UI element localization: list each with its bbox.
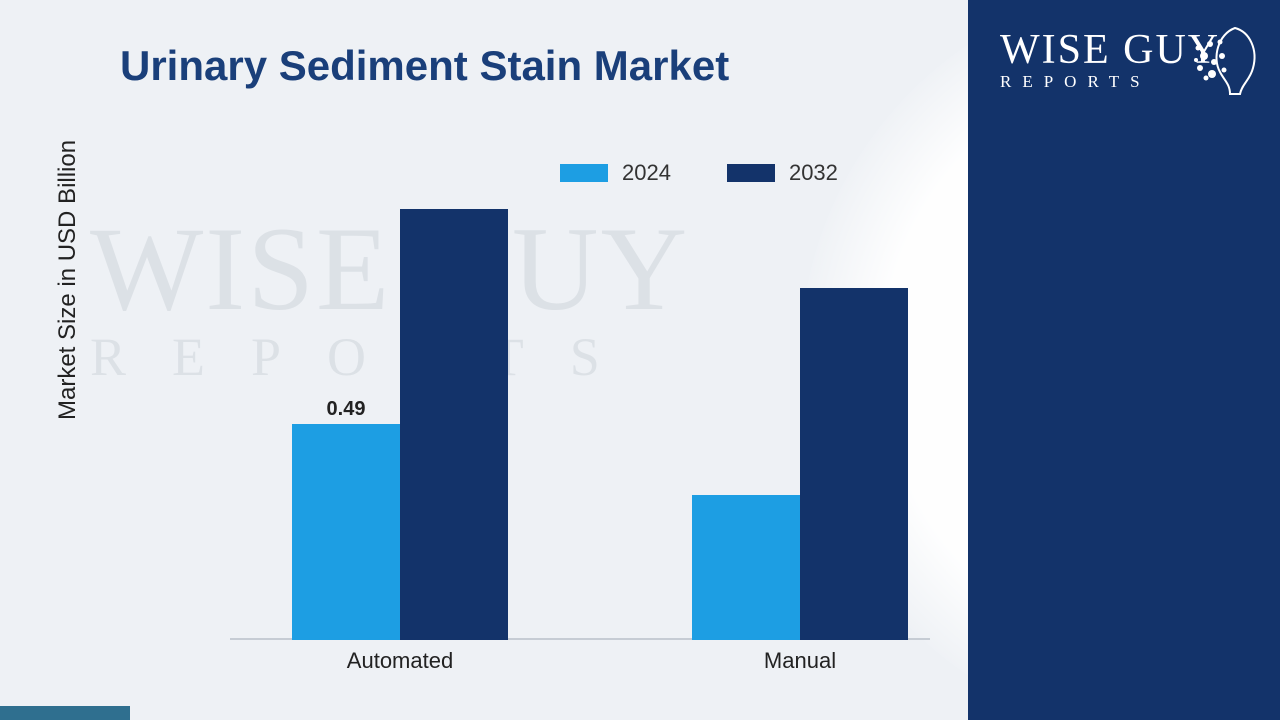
bar-2032: [400, 209, 508, 640]
legend: 2024 2032: [560, 160, 838, 186]
bar-2032: [800, 288, 908, 640]
y-axis-label: Market Size in USD Billion: [54, 140, 82, 420]
brand-line1: WISE GUY: [1000, 27, 1220, 73]
chart-title: Urinary Sediment Stain Market: [120, 42, 729, 90]
legend-item: 2024: [560, 160, 671, 186]
brand-logo: WISE GUY REPORTS: [1000, 26, 1256, 110]
bar-2024: [692, 495, 800, 640]
bar-datalabel: 0.49: [327, 398, 366, 421]
bar-2024: 0.49: [292, 424, 400, 640]
legend-label: 2024: [622, 160, 671, 186]
legend-item: 2032: [727, 160, 838, 186]
chart-area: 0.49 Automated Manual: [110, 200, 930, 640]
bar-group: Manual: [670, 288, 930, 640]
legend-swatch: [560, 164, 608, 182]
canvas: Urinary Sediment Stain Market WISE GUY R…: [0, 0, 1280, 720]
x-category-label: Manual: [670, 648, 930, 674]
legend-swatch: [727, 164, 775, 182]
bar-group: 0.49 Automated: [270, 209, 530, 640]
bottom-accent-bar: [0, 706, 130, 720]
x-category-label: Automated: [270, 648, 530, 674]
legend-label: 2032: [789, 160, 838, 186]
brand-head-icon: [1190, 22, 1260, 108]
